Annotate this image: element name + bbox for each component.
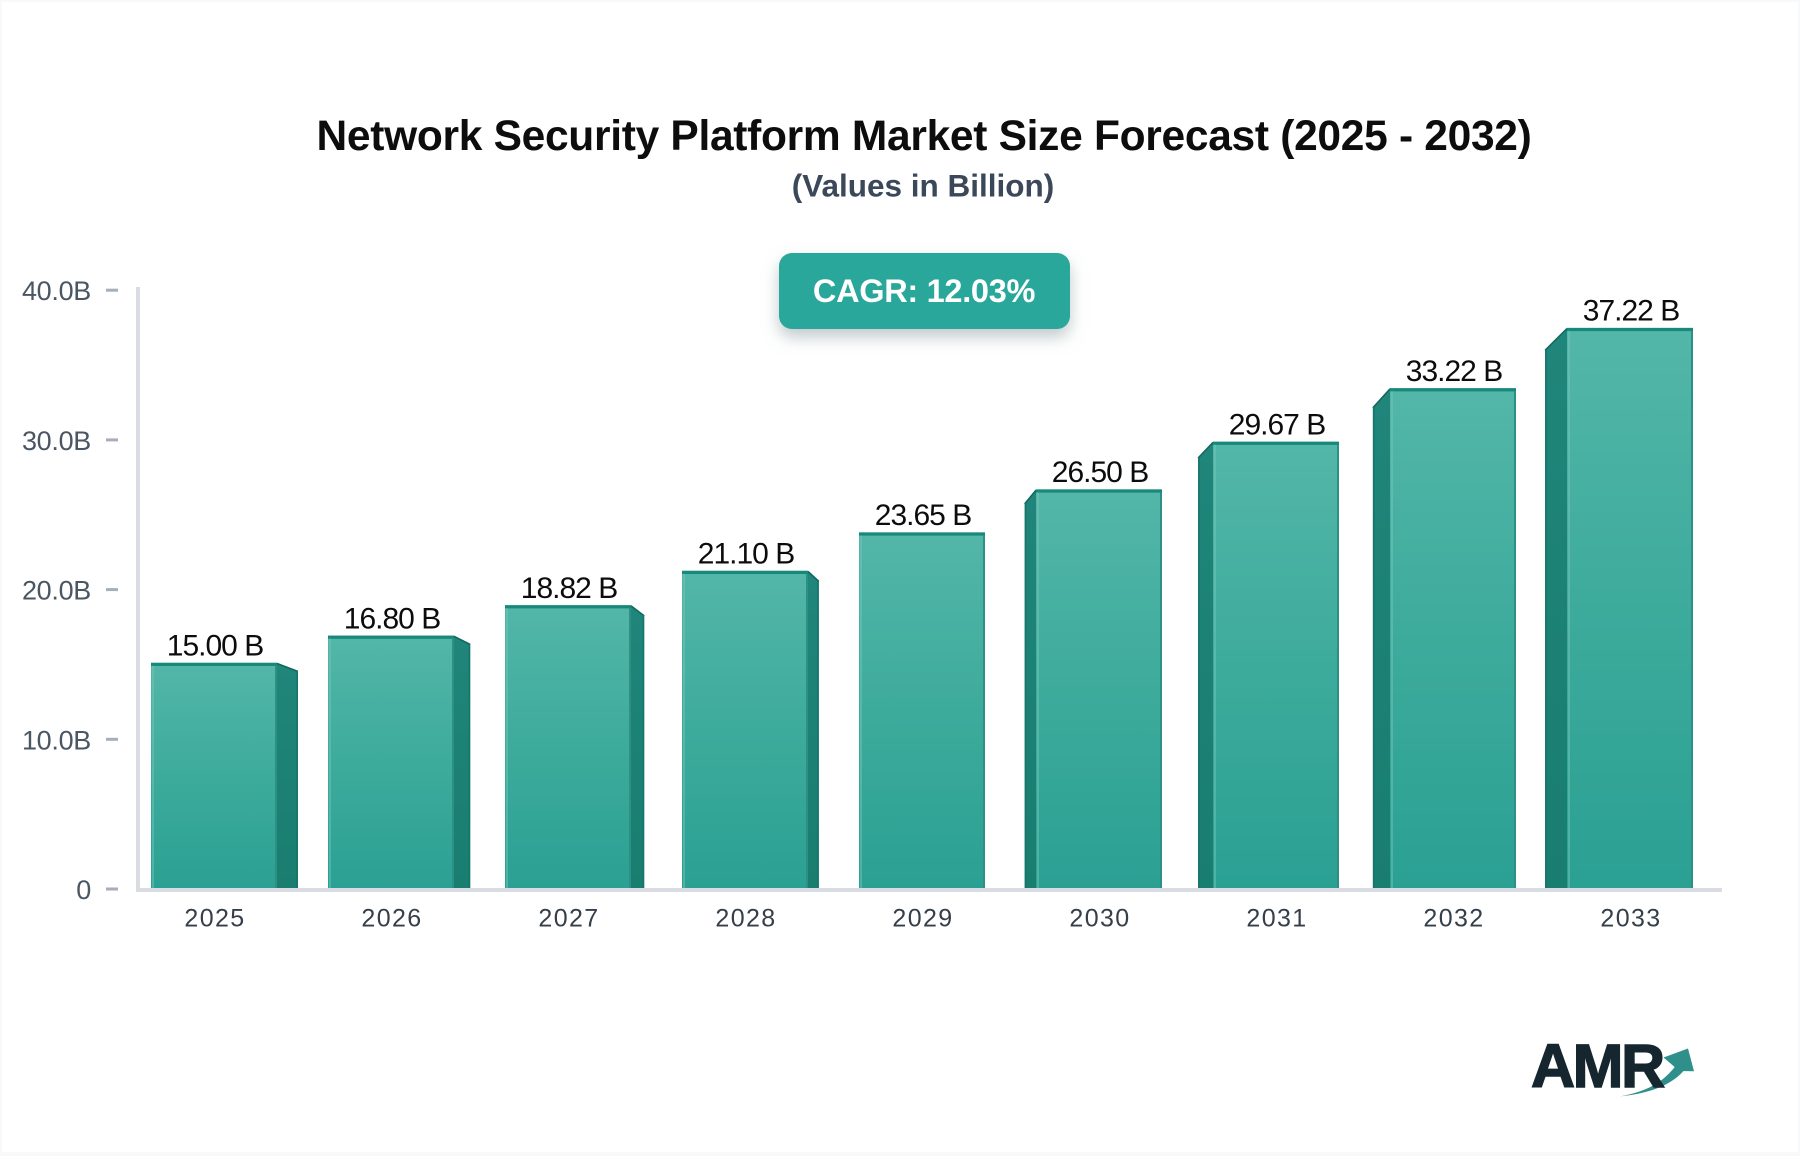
svg-text:15.00 B: 15.00 B bbox=[167, 630, 263, 663]
svg-text:2026: 2026 bbox=[361, 905, 422, 933]
svg-text:2030: 2030 bbox=[1069, 905, 1130, 933]
svg-text:37.22 B: 37.22 B bbox=[1583, 295, 1679, 328]
svg-text:10.0B: 10.0B bbox=[22, 725, 91, 755]
svg-text:2033: 2033 bbox=[1600, 905, 1661, 933]
svg-text:2032: 2032 bbox=[1423, 905, 1484, 933]
svg-text:33.22 B: 33.22 B bbox=[1406, 355, 1502, 388]
svg-text:(Values in Billion): (Values in Billion) bbox=[792, 168, 1055, 204]
svg-text:21.10 B: 21.10 B bbox=[698, 538, 794, 571]
svg-text:30.0B: 30.0B bbox=[22, 426, 91, 456]
svg-text:AMR: AMR bbox=[1531, 1032, 1664, 1100]
svg-text:Network Security Platform Mark: Network Security Platform Market Size Fo… bbox=[317, 113, 1532, 160]
svg-text:29.67 B: 29.67 B bbox=[1229, 409, 1325, 442]
svg-text:2025: 2025 bbox=[184, 905, 245, 933]
svg-text:2028: 2028 bbox=[715, 905, 776, 933]
svg-text:2027: 2027 bbox=[538, 905, 599, 933]
svg-text:0: 0 bbox=[76, 875, 91, 905]
svg-text:16.80 B: 16.80 B bbox=[344, 602, 440, 635]
svg-text:2031: 2031 bbox=[1246, 905, 1307, 933]
svg-text:2029: 2029 bbox=[892, 905, 953, 933]
svg-text:18.82 B: 18.82 B bbox=[521, 572, 617, 605]
svg-text:40.0B: 40.0B bbox=[22, 276, 91, 306]
svg-text:23.65 B: 23.65 B bbox=[875, 499, 971, 532]
svg-text:20.0B: 20.0B bbox=[22, 576, 91, 606]
svg-text:26.50 B: 26.50 B bbox=[1052, 456, 1148, 489]
svg-text:CAGR: 12.03%: CAGR: 12.03% bbox=[813, 273, 1036, 309]
